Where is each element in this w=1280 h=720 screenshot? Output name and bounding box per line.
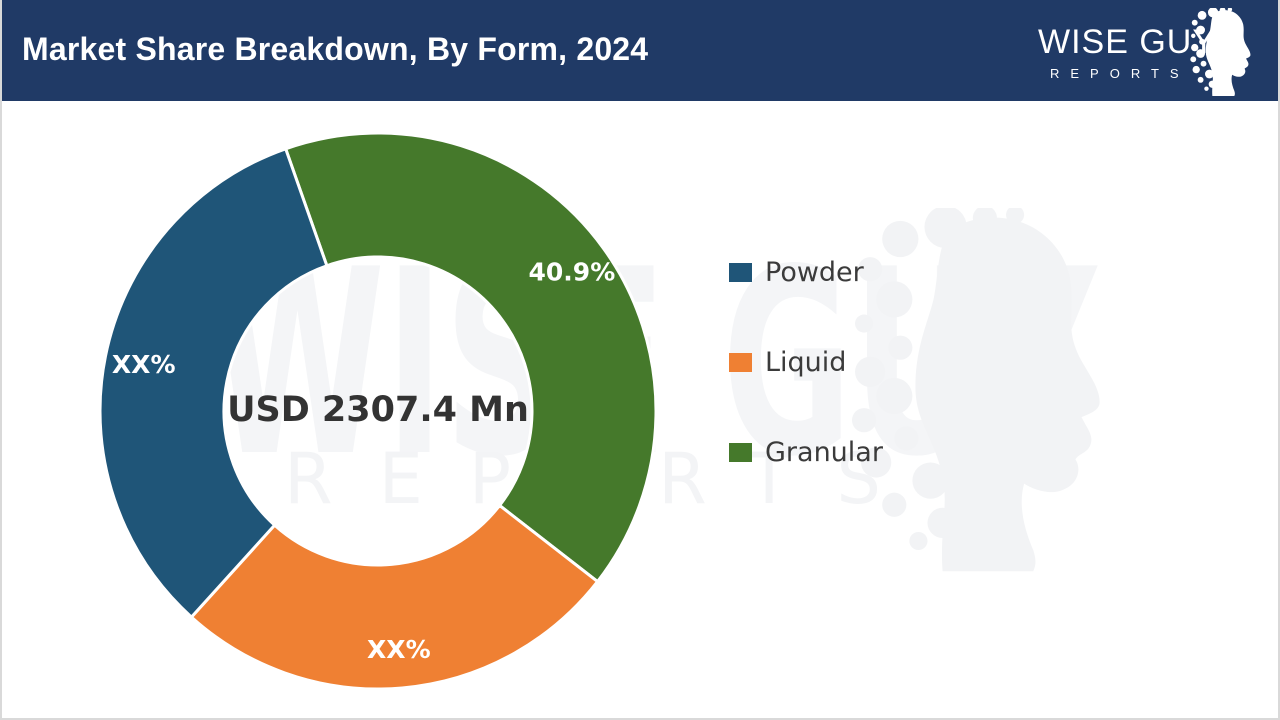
page-title: Market Share Breakdown, By Form, 2024 [22, 31, 649, 67]
legend-swatch-powder [729, 262, 752, 282]
donut-chart: 40.9% XX% XX% USD 2307.4 Mn [98, 131, 658, 691]
legend-swatch-granular [729, 442, 752, 462]
legend-swatch-liquid [729, 352, 752, 372]
segment-value-label-granular: 40.9% [529, 257, 616, 286]
legend-item-powder: Powder [729, 254, 864, 290]
brand-wordmark: WISE GUY [1038, 23, 1217, 61]
donut-segment-powder [98, 147, 329, 619]
brand-face-icon [1190, 8, 1251, 96]
donut-segment-granular [284, 131, 658, 584]
donut-segment-liquid [189, 503, 600, 691]
donut-center-value: USD 2307.4 Mn [227, 390, 529, 430]
segment-value-label-liquid: XX% [367, 635, 431, 664]
legend-item-granular: Granular [729, 434, 883, 470]
legend-label: Liquid [765, 346, 847, 378]
brand-logo: WISE GUY REPORTS [1010, 3, 1266, 98]
brand-subtext: REPORTS [1050, 66, 1190, 81]
header-bar: Market Share Breakdown, By Form, 2024 WI… [0, 0, 1280, 101]
legend-label: Powder [765, 256, 864, 288]
segment-value-label-powder: XX% [112, 350, 176, 379]
legend-item-liquid: Liquid [729, 344, 846, 380]
legend-label: Granular [765, 436, 883, 468]
